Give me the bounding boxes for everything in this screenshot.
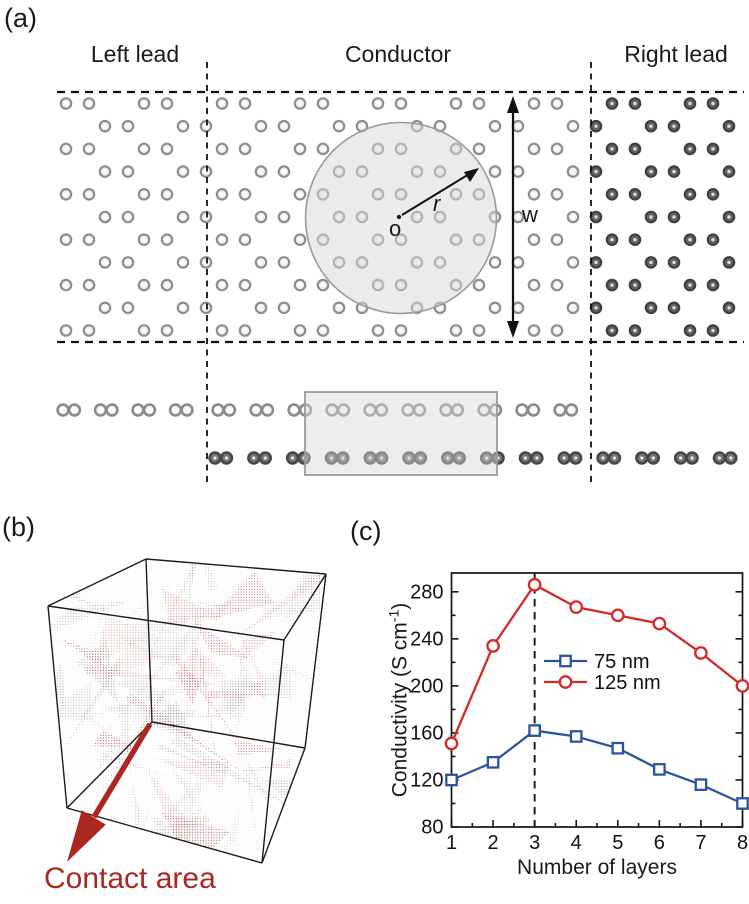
data-point (527, 577, 542, 592)
width-label: w (522, 202, 538, 227)
y-tick-label: 240 (410, 628, 443, 650)
radius-label: r (433, 191, 441, 216)
origin-label: o (389, 216, 402, 241)
y-tick-label: 280 (410, 581, 443, 603)
y-tick-label: 160 (410, 722, 443, 744)
origin-dot (396, 214, 402, 220)
contact-area-label: Contact area (44, 862, 216, 895)
x-tick-label: 5 (612, 832, 623, 854)
data-point (569, 600, 584, 614)
chart-frame: 80 120 160 200 240 280 1 2 3 4 5 6 7 8 (410, 572, 748, 854)
data-point (445, 773, 458, 787)
y-label-main: Conductivity (S cm (388, 622, 412, 798)
region-label-right-lead: Right lead (624, 41, 728, 67)
lead-boundaries (57, 62, 744, 486)
data-point (735, 679, 749, 693)
data-point (569, 730, 583, 743)
x-tick-label: 1 (446, 832, 457, 854)
data-point (611, 741, 625, 755)
y-tick-label: 120 (410, 769, 443, 791)
data-point (652, 616, 667, 631)
cube-wireframe (47, 558, 327, 864)
radius-arrow (396, 168, 479, 220)
panel-c-label: (c) (350, 516, 382, 546)
x-tick-label: 7 (695, 832, 706, 854)
panel-b-label: (b) (2, 512, 35, 542)
data-point (486, 639, 500, 653)
x-tick-label: 8 (737, 832, 748, 854)
sampling-circle (304, 121, 498, 315)
data-point (653, 763, 666, 776)
side-view-lattice (56, 403, 738, 465)
y-label-close: ) (388, 602, 412, 610)
legend-label: 125 nm (594, 672, 661, 694)
data-point (444, 736, 459, 751)
region-label-conductor: Conductor (344, 41, 452, 67)
flake-cloud (48, 559, 326, 863)
data-point (736, 797, 749, 810)
chart-series-75nm (445, 724, 749, 810)
x-tick-label: 2 (488, 832, 499, 854)
data-point (610, 608, 625, 623)
width-arrow (507, 96, 519, 338)
x-tick-label: 3 (529, 832, 540, 854)
region-label-left-lead: Left lead (90, 41, 180, 67)
chart-x-axis-label: Number of layers (517, 856, 677, 879)
x-tick-label: 4 (571, 832, 582, 854)
contact-arrow (67, 722, 153, 862)
chart-series-125nm (444, 577, 749, 751)
chart-y-axis-label: Conductivity (S cm-1) (386, 603, 413, 798)
contact-rectangle (304, 391, 498, 476)
y-label-superscript: -1 (385, 609, 402, 623)
legend-label: 75 nm (594, 651, 650, 673)
data-point (528, 724, 541, 737)
data-point (486, 755, 500, 769)
x-tick-label: 6 (654, 832, 665, 854)
panel-a-label: (a) (4, 3, 37, 33)
y-tick-label: 80 (421, 817, 443, 839)
data-point (694, 778, 708, 792)
data-point (694, 646, 708, 660)
y-tick-label: 200 (410, 675, 443, 697)
